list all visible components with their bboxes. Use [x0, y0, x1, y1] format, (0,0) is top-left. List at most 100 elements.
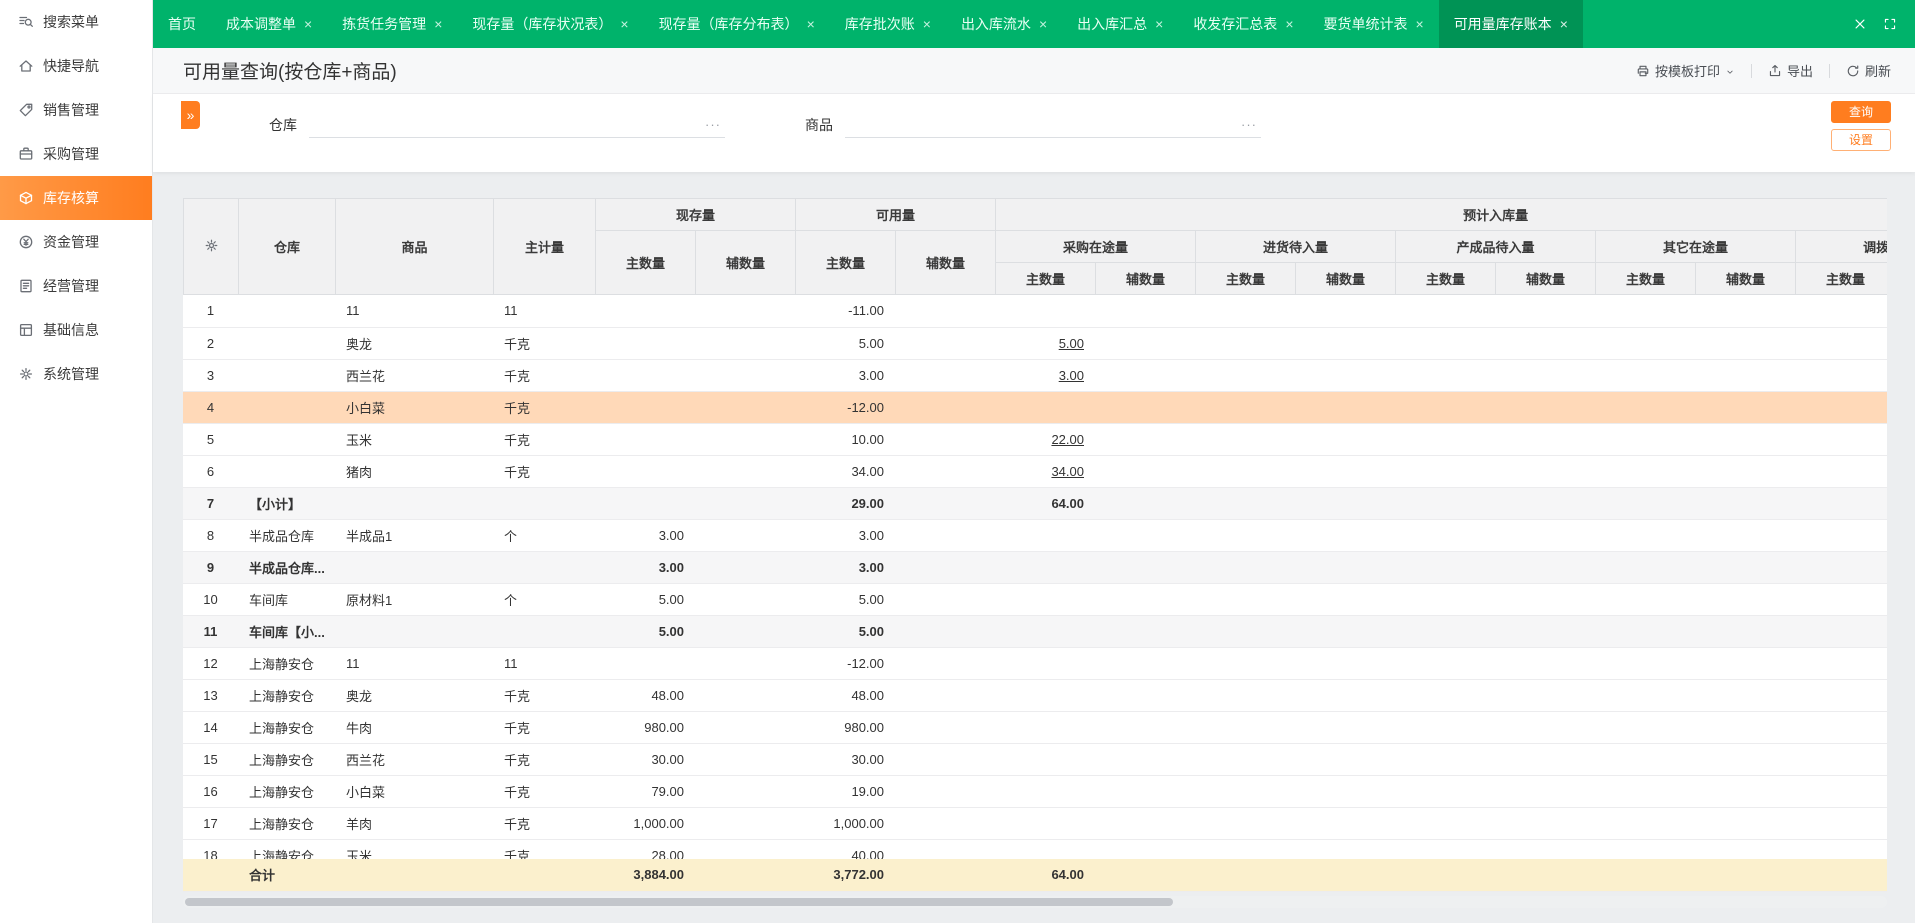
tab-close-icon[interactable]: × — [1038, 16, 1048, 32]
column-header[interactable]: 主数量 — [995, 262, 1097, 295]
tab-close-icon[interactable]: × — [1155, 16, 1164, 32]
horizontal-scrollbar[interactable] — [183, 895, 1887, 908]
sidebar-item-base-info[interactable]: 基础信息 — [0, 308, 152, 352]
cell-unit: 千克 — [493, 423, 595, 456]
sidebar-item-menu-search[interactable]: 搜索菜单 — [0, 0, 152, 44]
column-header[interactable]: 商品 — [335, 198, 494, 295]
column-header[interactable]: 辅数量 — [895, 230, 997, 295]
column-header[interactable]: 主数量 — [1595, 262, 1697, 295]
workspace-tab[interactable]: 收发存汇总表 × — [1178, 0, 1308, 48]
row-index: 12 — [183, 647, 238, 680]
table-row[interactable]: 2 奥龙 千克 5.00 5.00 — [183, 327, 1887, 360]
table-row[interactable]: 15 上海静安仓 西兰花 千克 30.00 30.00 — [183, 743, 1887, 776]
expand-filter-button[interactable]: » — [181, 101, 200, 129]
cell-value — [1795, 295, 1887, 328]
tab-close-icon[interactable]: × — [1559, 16, 1568, 32]
drilldown-value-link[interactable]: 5.00 — [995, 327, 1095, 360]
column-header[interactable]: 仓库 — [238, 198, 336, 295]
sidebar-item-home[interactable]: 快捷导航 — [0, 44, 152, 88]
fullscreen-icon[interactable] — [1883, 17, 1897, 31]
table-row[interactable]: 12 上海静安仓 11 11 -12.00 — [183, 647, 1887, 680]
workspace-tab[interactable]: 出入库流水 × — [946, 0, 1062, 48]
print-by-template-button[interactable]: 按模板打印 — [1636, 61, 1735, 80]
cell-value — [1095, 679, 1195, 712]
product-label: 商品 — [805, 117, 833, 133]
table-row[interactable]: 17 上海静安仓 羊肉 千克 1,000.00 1,000.00 — [183, 807, 1887, 840]
warehouse-input[interactable]: ··· — [309, 112, 725, 138]
sidebar-item-funds-coin[interactable]: 资金管理 — [0, 220, 152, 264]
workspace-tab[interactable]: 出入库汇总 × — [1062, 0, 1178, 48]
workspace-tab[interactable]: 首页 — [153, 0, 211, 48]
column-header[interactable]: 主数量 — [595, 230, 696, 295]
subtotal-row[interactable]: 11 车间库【小... 5.00 5.00 — [183, 615, 1887, 648]
query-button[interactable]: 查询 — [1831, 101, 1891, 123]
table-row[interactable]: 4 小白菜 千克 -12.00 — [183, 391, 1887, 424]
product-picker-ellipsis-icon[interactable]: ··· — [1241, 117, 1257, 132]
table-row[interactable]: 13 上海静安仓 奥龙 千克 48.00 48.00 — [183, 679, 1887, 712]
table-row[interactable]: 18 上海静安仓 玉米 千克 28.00 40.00 — [183, 839, 1887, 859]
drilldown-value-link[interactable]: 34.00 — [995, 455, 1095, 488]
table-row[interactable]: 8 半成品仓库 半成品1 个 3.00 3.00 — [183, 519, 1887, 552]
sidebar-item-report-doc[interactable]: 经营管理 — [0, 264, 152, 308]
cell-unit: 11 — [493, 295, 595, 328]
tab-close-icon[interactable]: × — [434, 16, 443, 32]
sidebar-item-purchase-briefcase[interactable]: 采购管理 — [0, 132, 152, 176]
cell-value — [1695, 295, 1795, 328]
column-header[interactable]: 辅数量 — [1095, 262, 1197, 295]
sidebar-item-label: 搜索菜单 — [43, 14, 99, 30]
sidebar-item-sales-tag[interactable]: 销售管理 — [0, 88, 152, 132]
cell-value — [1195, 679, 1295, 712]
workspace-tab[interactable]: 拣货任务管理 × — [327, 0, 457, 48]
column-settings-button[interactable] — [183, 198, 239, 295]
workspace-tab[interactable]: 库存批次账 × — [830, 0, 946, 48]
settings-button[interactable]: 设置 — [1831, 129, 1891, 151]
column-subgroup-header: 采购在途量 — [995, 230, 1197, 263]
column-group-header: 现存量 — [594, 198, 797, 231]
column-header[interactable]: 主数量 — [1395, 262, 1497, 295]
sidebar-item-label: 基础信息 — [43, 322, 99, 338]
column-header[interactable]: 主数量 — [795, 230, 897, 295]
sidebar-item-system-gear[interactable]: 系统管理 — [0, 352, 152, 396]
tab-close-icon[interactable]: × — [304, 16, 313, 32]
cell-value — [1495, 423, 1595, 456]
workspace-tab[interactable]: 现存量（库存状况表） × — [457, 0, 643, 48]
column-header[interactable]: 主数量 — [1795, 262, 1887, 295]
column-header[interactable]: 辅数量 — [1495, 262, 1597, 295]
drilldown-value-link[interactable]: 3.00 — [995, 359, 1095, 392]
table-row[interactable]: 6 猪肉 千克 34.00 34.00 — [183, 455, 1887, 488]
tab-close-icon[interactable]: × — [1415, 16, 1424, 32]
table-row[interactable]: 16 上海静安仓 小白菜 千克 79.00 19.00 — [183, 775, 1887, 808]
sidebar-item-inventory-box[interactable]: 库存核算 — [0, 176, 152, 220]
refresh-button[interactable]: 刷新 — [1846, 61, 1891, 80]
column-header[interactable]: 辅数量 — [694, 230, 797, 295]
chevron-down-icon[interactable] — [1725, 67, 1735, 77]
workspace-tab[interactable]: 可用量库存账本 × — [1438, 0, 1583, 48]
workspace-tab[interactable]: 现存量（库存分布表） × — [644, 0, 830, 48]
scrollbar-thumb[interactable] — [185, 897, 1174, 906]
subtotal-row[interactable]: 9 半成品仓库... 3.00 3.00 — [183, 551, 1887, 584]
table-row[interactable]: 10 车间库 原材料1 个 5.00 5.00 — [183, 583, 1887, 616]
cell-value: 1,000.00 — [595, 807, 695, 840]
table-row[interactable]: 3 西兰花 千克 3.00 3.00 — [183, 359, 1887, 392]
table-row[interactable]: 14 上海静安仓 牛肉 千克 980.00 980.00 — [183, 711, 1887, 744]
warehouse-picker-ellipsis-icon[interactable]: ··· — [705, 117, 721, 132]
column-header[interactable]: 主计量 — [493, 198, 596, 295]
tab-close-icon[interactable]: × — [806, 16, 815, 32]
product-input[interactable]: ··· — [845, 112, 1261, 138]
cell-value — [1395, 519, 1495, 552]
column-header[interactable]: 主数量 — [1195, 262, 1297, 295]
export-button[interactable]: 导出 — [1768, 61, 1813, 80]
workspace-tab[interactable]: 成本调整单 × — [211, 0, 327, 48]
tab-close-icon[interactable]: × — [922, 16, 931, 32]
workspace-tab[interactable]: 要货单统计表 × — [1309, 0, 1439, 48]
close-icon[interactable] — [1853, 17, 1867, 31]
column-header[interactable]: 辅数量 — [1695, 262, 1797, 295]
subtotal-row[interactable]: 7 【小计】 29.00 64.00 — [183, 487, 1887, 520]
table-row[interactable]: 1 11 11 -11.00 — [183, 295, 1887, 328]
tab-close-icon[interactable]: × — [620, 16, 629, 32]
column-header[interactable]: 辅数量 — [1295, 262, 1397, 295]
drilldown-value-link[interactable]: 22.00 — [995, 423, 1095, 456]
tab-close-icon[interactable]: × — [1285, 16, 1294, 32]
table-row[interactable]: 5 玉米 千克 10.00 22.00 — [183, 423, 1887, 456]
cell-value — [1695, 807, 1795, 840]
